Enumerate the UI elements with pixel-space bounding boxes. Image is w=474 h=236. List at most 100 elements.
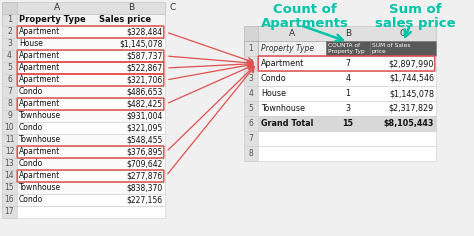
Text: Townhouse: Townhouse bbox=[19, 184, 61, 193]
Bar bbox=[2, 170, 165, 182]
Bar bbox=[2, 194, 165, 206]
Text: 6: 6 bbox=[7, 76, 12, 84]
Text: $1,145,078: $1,145,078 bbox=[119, 39, 163, 49]
Text: Condo: Condo bbox=[19, 160, 43, 169]
Text: Count of
Apartments: Count of Apartments bbox=[261, 3, 349, 30]
Text: 1: 1 bbox=[7, 16, 12, 25]
Bar bbox=[2, 182, 17, 194]
Bar bbox=[244, 86, 258, 101]
Bar bbox=[2, 158, 17, 170]
Bar bbox=[2, 206, 17, 218]
Text: Condo: Condo bbox=[19, 88, 43, 97]
Text: Apartment: Apartment bbox=[19, 63, 60, 72]
Text: Condo: Condo bbox=[19, 195, 43, 205]
Text: 15: 15 bbox=[343, 119, 354, 128]
Text: Grand Total: Grand Total bbox=[261, 119, 313, 128]
Text: A: A bbox=[289, 29, 295, 38]
Bar bbox=[2, 206, 165, 218]
Text: $838,370: $838,370 bbox=[127, 184, 163, 193]
Text: $8,105,443: $8,105,443 bbox=[383, 119, 434, 128]
Text: Apartment: Apartment bbox=[261, 59, 304, 68]
Bar bbox=[244, 56, 258, 71]
Text: 16: 16 bbox=[5, 195, 14, 205]
Text: 15: 15 bbox=[5, 184, 14, 193]
Bar bbox=[2, 146, 165, 158]
Text: Apartment: Apartment bbox=[19, 172, 60, 181]
Text: $227,156: $227,156 bbox=[127, 195, 163, 205]
Text: Condo: Condo bbox=[19, 123, 43, 132]
Bar bbox=[2, 38, 165, 50]
Text: 9: 9 bbox=[7, 111, 12, 121]
Bar bbox=[326, 41, 370, 56]
Bar bbox=[2, 62, 165, 74]
Bar bbox=[244, 26, 258, 41]
Text: Apartment: Apartment bbox=[19, 28, 60, 37]
Bar bbox=[244, 116, 258, 131]
Text: Apartment: Apartment bbox=[19, 148, 60, 156]
Bar bbox=[244, 86, 436, 101]
Text: 8: 8 bbox=[7, 100, 12, 109]
Text: $2,897,990: $2,897,990 bbox=[389, 59, 434, 68]
Text: Townhouse: Townhouse bbox=[19, 111, 61, 121]
Text: $328,484: $328,484 bbox=[127, 28, 163, 37]
Text: 4: 4 bbox=[7, 51, 12, 60]
Text: House: House bbox=[19, 39, 43, 49]
Text: Apartment: Apartment bbox=[19, 100, 60, 109]
Bar bbox=[2, 110, 165, 122]
Bar bbox=[2, 62, 17, 74]
Text: C: C bbox=[400, 29, 406, 38]
Bar bbox=[2, 50, 17, 62]
Bar bbox=[2, 14, 17, 26]
Text: SUM of Sales
price: SUM of Sales price bbox=[372, 43, 410, 54]
Bar bbox=[2, 194, 17, 206]
Text: $522,867: $522,867 bbox=[127, 63, 163, 72]
Bar bbox=[2, 98, 165, 110]
Text: Townhouse: Townhouse bbox=[19, 135, 61, 144]
Text: 4: 4 bbox=[248, 89, 254, 98]
Text: 4: 4 bbox=[346, 74, 350, 83]
Bar bbox=[2, 26, 165, 38]
Text: 6: 6 bbox=[248, 119, 254, 128]
Bar bbox=[244, 26, 436, 41]
Text: House: House bbox=[261, 89, 286, 98]
Text: $1,744,546: $1,744,546 bbox=[389, 74, 434, 83]
Text: 8: 8 bbox=[249, 149, 254, 158]
Text: $321,706: $321,706 bbox=[127, 76, 163, 84]
Bar bbox=[2, 134, 17, 146]
Text: 2: 2 bbox=[249, 59, 254, 68]
Text: $277,876: $277,876 bbox=[127, 172, 163, 181]
Text: 3: 3 bbox=[7, 39, 12, 49]
Text: $1,145,078: $1,145,078 bbox=[389, 89, 434, 98]
Text: COUNTA of
Property Typ: COUNTA of Property Typ bbox=[328, 43, 365, 54]
Text: Apartment: Apartment bbox=[19, 51, 60, 60]
Bar bbox=[2, 38, 17, 50]
Bar bbox=[2, 86, 17, 98]
Bar bbox=[2, 26, 17, 38]
Bar bbox=[2, 158, 165, 170]
Text: 13: 13 bbox=[5, 160, 14, 169]
Text: 3: 3 bbox=[248, 74, 254, 83]
Text: 10: 10 bbox=[5, 123, 14, 132]
Text: C: C bbox=[170, 4, 176, 13]
Text: $709,642: $709,642 bbox=[127, 160, 163, 169]
Text: Townhouse: Townhouse bbox=[261, 104, 305, 113]
Bar bbox=[258, 41, 326, 56]
Bar bbox=[2, 74, 17, 86]
Text: $486,653: $486,653 bbox=[127, 88, 163, 97]
Text: 12: 12 bbox=[5, 148, 14, 156]
Text: 11: 11 bbox=[5, 135, 14, 144]
Bar bbox=[244, 101, 436, 116]
Text: $482,425: $482,425 bbox=[127, 100, 163, 109]
Text: B: B bbox=[128, 4, 134, 13]
Text: $548,455: $548,455 bbox=[127, 135, 163, 144]
Bar bbox=[2, 2, 165, 14]
Bar bbox=[2, 110, 17, 122]
Text: 5: 5 bbox=[248, 104, 254, 113]
Text: $376,895: $376,895 bbox=[127, 148, 163, 156]
Bar bbox=[2, 14, 165, 26]
Text: Property Type: Property Type bbox=[261, 44, 314, 53]
Text: $321,095: $321,095 bbox=[127, 123, 163, 132]
Bar bbox=[244, 71, 258, 86]
Bar bbox=[244, 131, 436, 146]
Bar bbox=[2, 50, 165, 62]
